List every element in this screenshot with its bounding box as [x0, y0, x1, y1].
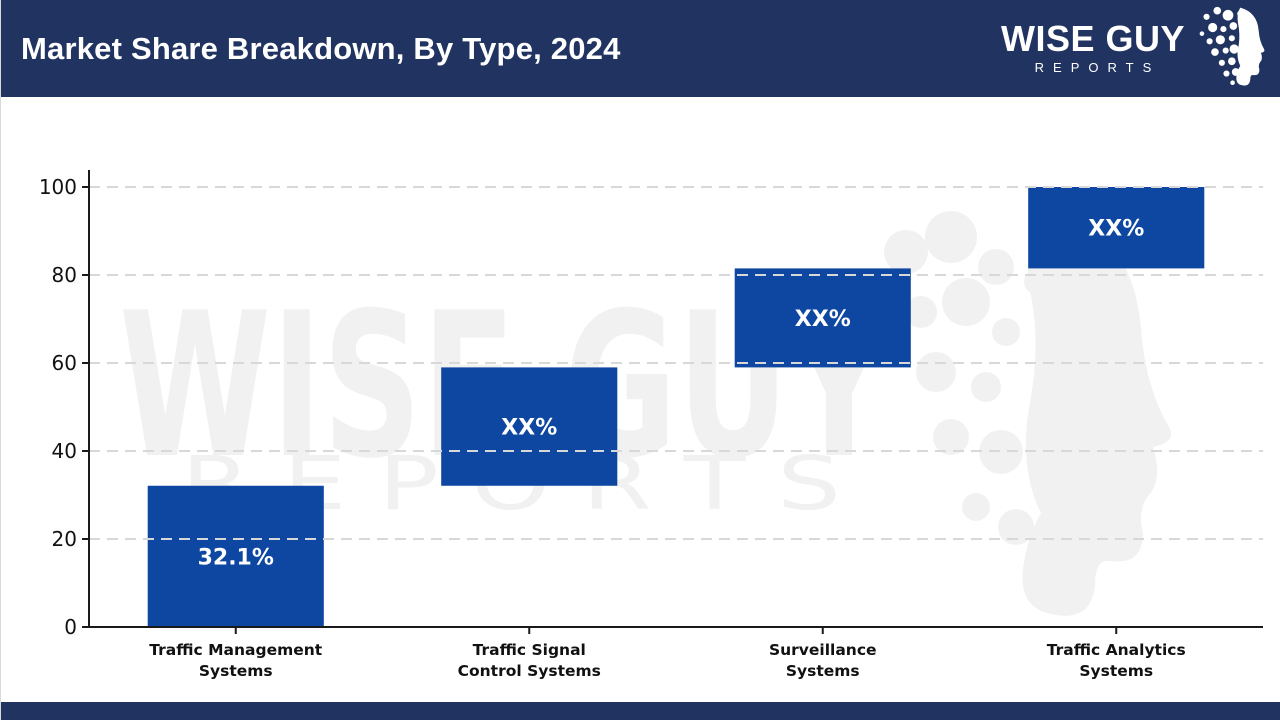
bar-segment	[441, 367, 618, 486]
bar-segment	[734, 268, 911, 368]
brand-name: WISE GUY	[1000, 17, 1185, 59]
bar-value-label: XX%	[795, 307, 851, 332]
y-tick-label: 0	[64, 615, 77, 639]
bar-segment	[147, 485, 324, 627]
y-tick-label: 20	[52, 527, 77, 551]
x-category-label: Traffic Signal Control Systems	[458, 641, 601, 680]
brand-subname: REPORTS	[1034, 59, 1161, 75]
bar-value-label: 32.1%	[198, 545, 274, 570]
x-category-label: Traffic Analytics Systems	[1047, 641, 1186, 680]
x-category-label: Surveillance Systems	[769, 641, 877, 680]
bar-value-label: XX%	[501, 416, 557, 441]
chart-title: Market Share Breakdown, By Type, 2024	[21, 30, 621, 66]
watermark-head-icon	[884, 201, 1171, 616]
y-tick-label: 80	[52, 263, 77, 287]
header-bar: Market Share Breakdown, By Type, 2024 WI…	[1, 0, 1280, 97]
y-tick-label: 60	[52, 351, 77, 375]
y-tick-label: 100	[39, 175, 77, 199]
footer-bar	[1, 702, 1280, 720]
y-tick-label: 40	[52, 439, 77, 463]
brand-logo: WISE GUY REPORTS	[1001, 3, 1280, 95]
bar-segment	[1028, 187, 1205, 269]
chart-area: WISE GUY R E P O R T S 32.1%XX%XX%XX%020…	[1, 97, 1280, 702]
bar-value-label: XX%	[1088, 217, 1144, 242]
chart-canvas: WISE GUY R E P O R T S 32.1%XX%XX%XX%020…	[39, 170, 1263, 680]
brand-logo-text: WISE GUY REPORTS	[1000, 17, 1185, 77]
x-category-label: Traffic Management Systems	[149, 641, 323, 680]
brand-head-icon	[1199, 6, 1265, 86]
